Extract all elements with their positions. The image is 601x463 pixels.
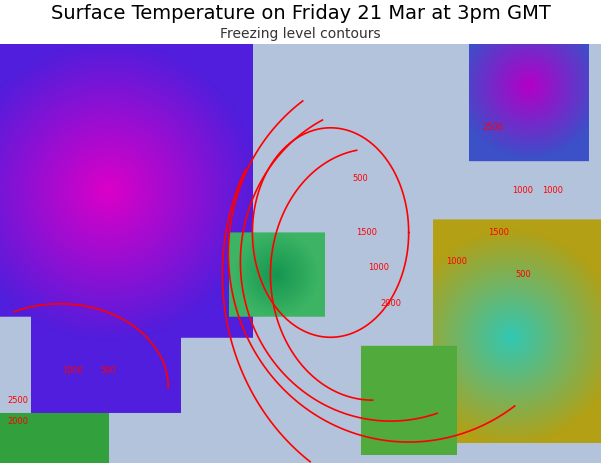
Text: 1000: 1000 <box>513 186 533 195</box>
Text: 1000: 1000 <box>543 186 563 195</box>
Text: Surface Temperature on Friday 21 Mar at 3pm GMT: Surface Temperature on Friday 21 Mar at … <box>50 4 551 23</box>
Text: 1000: 1000 <box>368 263 389 272</box>
Text: 2000: 2000 <box>8 417 28 425</box>
Text: 2000: 2000 <box>380 299 401 308</box>
Text: 500: 500 <box>353 174 368 182</box>
Text: 1000: 1000 <box>62 366 82 375</box>
Text: 2500: 2500 <box>483 123 503 132</box>
Text: 2500: 2500 <box>8 396 28 405</box>
Text: 1000: 1000 <box>447 257 467 266</box>
Text: 500: 500 <box>515 270 531 279</box>
Text: 500: 500 <box>100 366 116 375</box>
Text: Freezing level contours: Freezing level contours <box>220 27 381 41</box>
Text: 1500: 1500 <box>489 228 509 237</box>
Text: 1500: 1500 <box>356 228 377 237</box>
